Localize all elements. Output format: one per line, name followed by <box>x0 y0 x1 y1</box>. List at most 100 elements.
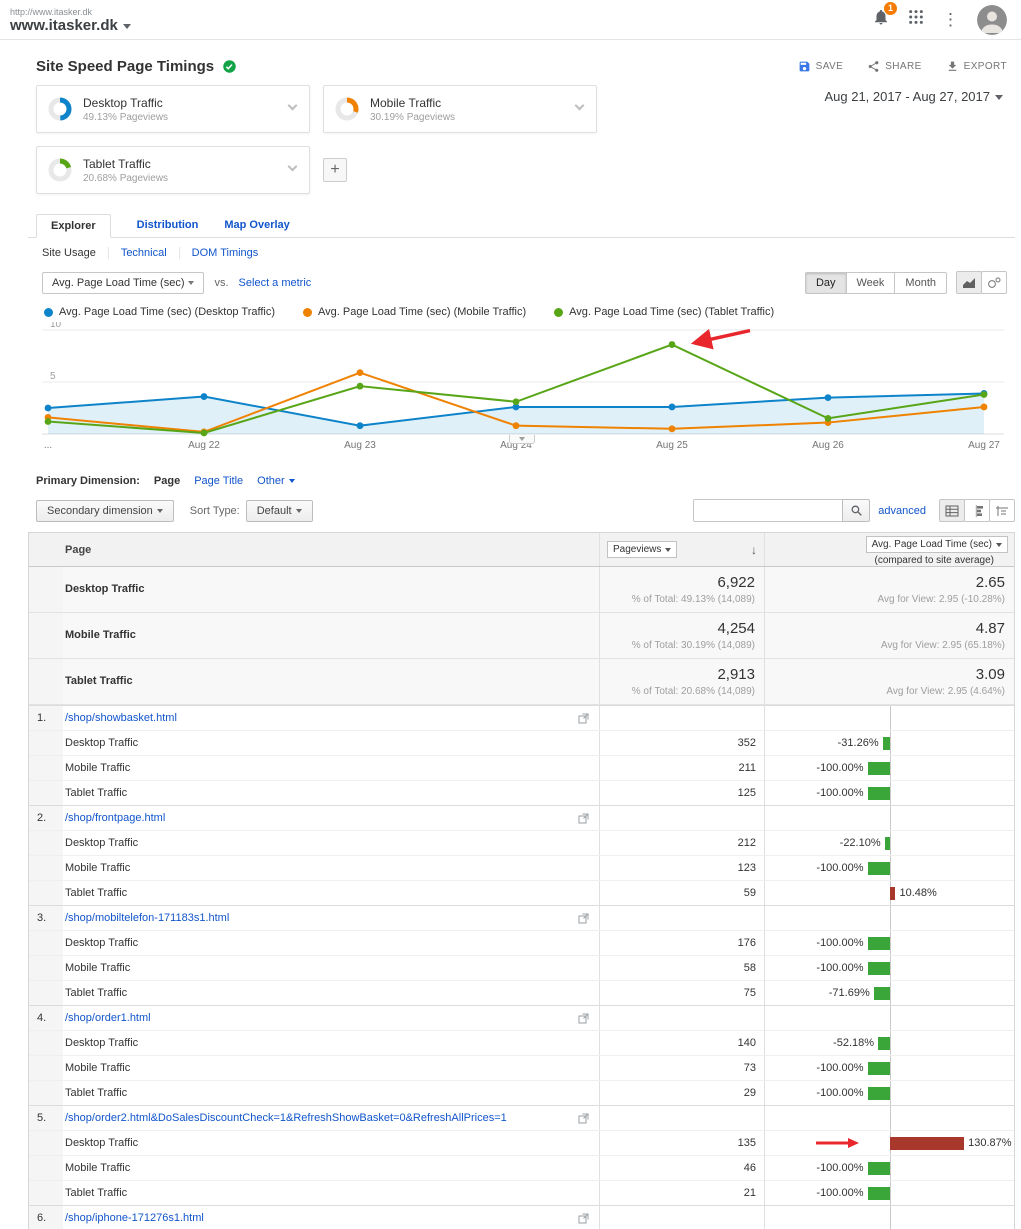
chevron-down-icon[interactable] <box>574 100 585 111</box>
subtab-site-usage[interactable]: Site Usage <box>42 247 96 259</box>
delta-bar <box>889 887 896 900</box>
row-number-cell <box>29 613 63 658</box>
segment-row-name: Mobile Traffic <box>65 762 131 774</box>
subtab-technical[interactable]: Technical <box>107 247 179 259</box>
summary-pageviews: 4,254 <box>717 620 755 637</box>
page-link[interactable]: /shop/order2.html&DoSalesDiscountCheck=1… <box>65 1112 507 1124</box>
account-selector[interactable]: http://www.itasker.dk www.itasker.dk <box>10 5 131 34</box>
summary-pageviews-note: % of Total: 49.13% (14,089) <box>631 594 755 605</box>
summary-metric: 3.09 <box>975 666 1005 683</box>
svg-text:Aug 27: Aug 27 <box>968 440 1000 451</box>
page-row: 5./shop/order2.html&DoSalesDiscountCheck… <box>29 1105 1014 1130</box>
delta-bar <box>878 1037 890 1050</box>
segment-row-name: Mobile Traffic <box>65 962 131 974</box>
legend-item: Avg. Page Load Time (sec) (Desktop Traff… <box>44 306 275 318</box>
segment-card[interactable]: Mobile Traffic 30.19% Pageviews <box>323 85 597 133</box>
pageviews-dropdown[interactable]: Pageviews <box>607 541 678 558</box>
tab-map-overlay[interactable]: Map Overlay <box>224 219 290 231</box>
date-range-selector[interactable]: Aug 21, 2017 - Aug 27, 2017 <box>824 89 1003 104</box>
page-link[interactable]: /shop/frontpage.html <box>65 812 166 824</box>
sort-descending-icon[interactable]: ↓ <box>751 542 757 557</box>
chevron-down-icon[interactable] <box>287 161 298 172</box>
granularity-month[interactable]: Month <box>894 271 947 294</box>
row-number-cell <box>29 981 63 1005</box>
secondary-dimension-button[interactable]: Secondary dimension <box>36 499 174 522</box>
segment-card[interactable]: Desktop Traffic 49.13% Pageviews <box>36 85 310 133</box>
granularity-day[interactable]: Day <box>804 271 847 294</box>
notifications-button[interactable]: 1 <box>872 2 897 32</box>
open-in-new-icon[interactable] <box>578 1213 589 1227</box>
open-in-new-icon[interactable] <box>578 713 589 727</box>
open-in-new-icon[interactable] <box>578 1013 589 1027</box>
property-url: http://www.itasker.dk <box>10 7 93 17</box>
delta-label: -71.69% <box>828 987 870 999</box>
overflow-menu-icon[interactable]: ⋮ <box>942 10 959 29</box>
dimension-page-title[interactable]: Page Title <box>194 475 244 487</box>
export-button[interactable]: EXPORT <box>946 60 1007 73</box>
pivot-view-button[interactable] <box>989 499 1015 522</box>
page-column-header[interactable]: Page <box>65 544 92 556</box>
chart-canvas: 5 10... Aug 22 Aug 23 Aug 24 Aug 25 Aug 26 Aug … <box>42 319 1004 451</box>
segment-row-name: Mobile Traffic <box>65 1062 131 1074</box>
sort-type-button[interactable]: Default <box>245 499 313 522</box>
avatar[interactable] <box>977 4 1007 35</box>
search-button[interactable] <box>842 499 871 522</box>
segment-row-name: Desktop Traffic <box>65 837 139 849</box>
row-number-cell: 2. <box>29 806 63 830</box>
sort-type-label: Sort Type: <box>189 504 240 517</box>
pivot-view-icon <box>996 505 1008 516</box>
motion-chart-icon <box>988 277 1001 288</box>
metric-column-header: Avg. Page Load Time (sec) (compared to s… <box>764 533 1014 566</box>
page-link[interactable]: /shop/order1.html <box>65 1012 151 1024</box>
data-table-view-button[interactable] <box>939 499 965 522</box>
svg-text:...: ... <box>44 440 52 451</box>
pageviews-value: 125 <box>599 781 764 805</box>
segment-donut-icon <box>48 158 72 182</box>
metric-dropdown[interactable]: Avg. Page Load Time (sec) <box>42 271 205 294</box>
comparison-view-icon <box>975 504 983 517</box>
table-search-input[interactable] <box>693 499 844 522</box>
motion-chart-view-button[interactable] <box>981 271 1007 294</box>
dimension-other[interactable]: Other <box>257 475 295 487</box>
data-table: Page Pageviews ↓ Avg. Page Load Time (se… <box>28 532 1015 1229</box>
delta-bar <box>867 962 890 975</box>
svg-text:5: 5 <box>50 371 56 382</box>
annotation-arrow-icon <box>690 328 751 350</box>
page-row: 1./shop/showbasket.html <box>29 705 1014 730</box>
page-link[interactable]: /shop/showbasket.html <box>65 712 177 724</box>
page-link[interactable]: /shop/mobiltelefon-171183s1.html <box>65 912 230 924</box>
svg-text:Aug 23: Aug 23 <box>344 440 376 451</box>
chevron-down-icon <box>295 508 302 513</box>
delta-bar <box>867 937 890 950</box>
chevron-down-icon[interactable] <box>287 100 298 111</box>
segment-card[interactable]: Tablet Traffic 20.68% Pageviews <box>36 146 310 194</box>
delta-label: -100.00% <box>816 762 864 774</box>
share-button[interactable]: SHARE <box>867 60 921 73</box>
account-name[interactable]: www.itasker.dk <box>10 17 131 34</box>
summary-segment-name: Tablet Traffic <box>65 675 133 687</box>
subtab-dom-timings[interactable]: DOM Timings <box>178 247 271 259</box>
open-in-new-icon[interactable] <box>578 813 589 827</box>
chart-collapse-handle[interactable] <box>508 435 535 444</box>
row-number-cell <box>29 731 63 755</box>
tab-distribution[interactable]: Distribution <box>136 219 199 231</box>
tab-explorer[interactable]: Explorer <box>36 214 111 238</box>
comparison-view-button[interactable] <box>964 499 990 522</box>
delta-bar <box>867 762 890 775</box>
add-segment-button[interactable]: + <box>323 158 347 182</box>
advanced-search-link[interactable]: advanced <box>878 504 926 517</box>
table-body: Desktop Traffic 6,922 % of Total: 49.13% (… <box>29 567 1014 1229</box>
segment-detail: 49.13% Pageviews <box>83 111 169 123</box>
metric-header-dropdown[interactable]: Avg. Page Load Time (sec) <box>865 536 1008 553</box>
select-metric-link[interactable]: Select a metric <box>238 276 312 289</box>
summary-metric: 2.65 <box>975 574 1005 591</box>
pageviews-value: 352 <box>599 731 764 755</box>
dimension-page[interactable]: Page <box>153 475 181 487</box>
save-button[interactable]: SAVE <box>798 60 844 73</box>
page-link[interactable]: /shop/iphone-171276s1.html <box>65 1212 204 1224</box>
open-in-new-icon[interactable] <box>578 913 589 927</box>
open-in-new-icon[interactable] <box>578 1113 589 1127</box>
apps-grid-button[interactable] <box>908 9 924 30</box>
granularity-week[interactable]: Week <box>845 271 896 294</box>
line-chart-view-button[interactable] <box>956 271 982 294</box>
